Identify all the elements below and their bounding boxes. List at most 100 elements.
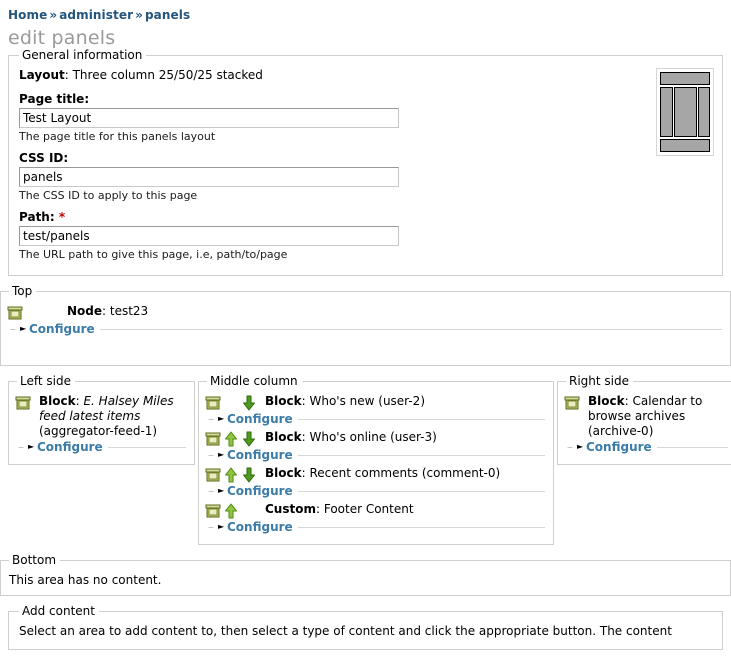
pane-separator: :	[315, 502, 324, 516]
move-down-arrow-icon[interactable]	[241, 431, 259, 447]
pane-separator: :	[301, 430, 310, 444]
trash-icon[interactable]	[205, 503, 223, 519]
css-id-label: CSS ID:	[19, 151, 714, 165]
css-id-label-text: CSS ID:	[19, 151, 69, 165]
layout-label: Layout	[19, 68, 65, 82]
add-content-description: Select an area to add content to, then s…	[19, 624, 672, 638]
pane-icon-group	[7, 304, 61, 321]
path-description: The URL path to give this page, i.e, pat…	[19, 248, 288, 261]
pane-name: E. Halsey Miles feed latest items	[39, 394, 174, 423]
pane-handle-dash: –	[208, 412, 214, 426]
divider	[297, 418, 545, 420]
path-form-item: Path: * The URL path to give this page, …	[19, 210, 714, 261]
three-column-region-row: Left side	[0, 374, 731, 553]
pane-type: Block	[265, 466, 302, 480]
pane-handle-dash: –	[18, 440, 24, 454]
required-marker: *	[58, 210, 66, 224]
divider	[297, 454, 545, 456]
configure-row: – ► Configure	[205, 484, 545, 498]
trash-icon[interactable]	[205, 395, 223, 411]
region-top-legend: Top	[12, 284, 33, 298]
move-up-arrow-icon[interactable]	[223, 431, 241, 447]
thumbnail-middle-region	[673, 87, 697, 137]
pane-icon-group	[205, 430, 259, 447]
css-id-input[interactable]	[19, 167, 399, 187]
trash-icon[interactable]	[564, 395, 582, 411]
left-column-wrapper: Left side	[8, 374, 195, 473]
region-left-legend: Left side	[20, 374, 71, 388]
trash-icon[interactable]	[205, 467, 223, 483]
region-right-fieldset: Right side	[557, 374, 731, 465]
page-title-label: Page title:	[19, 92, 714, 106]
pane-title: Block: Who's new (user-2)	[265, 394, 425, 409]
pane-name: Recent comments (comment-0)	[309, 466, 501, 480]
trash-icon[interactable]	[7, 305, 25, 321]
configure-link[interactable]: Configure	[227, 412, 293, 426]
chevron-right-icon: ►	[218, 414, 225, 423]
move-down-arrow-icon[interactable]	[241, 467, 259, 483]
pane-handle-dash: –	[10, 322, 16, 336]
configure-link[interactable]: Configure	[37, 440, 103, 454]
move-up-arrow-icon[interactable]	[223, 503, 241, 519]
thumbnail-bottom-region	[660, 139, 710, 152]
chevron-right-icon: ►	[577, 442, 584, 451]
region-middle-fieldset: Middle column	[198, 374, 554, 545]
region-bottom-empty-text: This area has no content.	[9, 573, 162, 587]
path-input[interactable]	[19, 226, 399, 246]
region-bottom-fieldset: Bottom This area has no content.	[0, 553, 731, 596]
divider	[297, 490, 545, 492]
move-up-arrow-placeholder	[25, 305, 43, 321]
pane-icon-group	[205, 466, 259, 483]
pane-item: Block: Calendar to browse archives (arch…	[564, 394, 728, 454]
breadcrumb-item-administer[interactable]: administer	[59, 8, 134, 22]
pane-name: test23	[109, 304, 149, 318]
pane-type: Block	[265, 430, 302, 444]
pane-item: Block: Recent comments (comment-0) – ► C…	[205, 466, 545, 498]
page-title-description: The page title for this panels layout	[19, 130, 216, 143]
move-up-arrow-placeholder	[223, 395, 241, 411]
region-right-legend: Right side	[569, 374, 629, 388]
configure-row: – ► Configure	[205, 412, 545, 426]
divider	[99, 328, 722, 330]
breadcrumb-item-home[interactable]: Home	[8, 8, 48, 22]
pane-separator: :	[301, 394, 310, 408]
page-title-input[interactable]	[19, 108, 399, 128]
pane-type: Block	[39, 394, 76, 408]
pane-title: Custom: Footer Content	[265, 502, 414, 517]
pane-type: Block	[265, 394, 302, 408]
move-down-arrow-icon[interactable]	[241, 395, 259, 411]
move-down-arrow-placeholder	[241, 503, 259, 519]
pane-type: Custom	[265, 502, 316, 516]
configure-link[interactable]: Configure	[227, 484, 293, 498]
pane-name-suffix: (aggregator-feed-1)	[39, 424, 158, 438]
pane-icon-group	[15, 394, 33, 411]
chevron-right-icon: ►	[28, 442, 35, 451]
pane-item: Custom: Footer Content – ► Configure	[205, 502, 545, 534]
pane-type: Node	[67, 304, 103, 318]
layout-thumbnail	[656, 68, 714, 156]
configure-row: – ► Configure	[564, 440, 728, 454]
region-top-fieldset: Top Node: test23	[0, 284, 731, 366]
pane-item: Node: test23 – ► Configure	[7, 304, 722, 336]
breadcrumb: Home» administer» panels	[0, 0, 731, 22]
page-title-label-text: Page title:	[19, 92, 90, 106]
move-up-arrow-icon[interactable]	[223, 467, 241, 483]
configure-link[interactable]: Configure	[586, 440, 652, 454]
pane-title: Block: Who's online (user-3)	[265, 430, 437, 445]
pane-separator: :	[75, 394, 84, 408]
thumbnail-left-region	[660, 87, 673, 137]
breadcrumb-item-panels[interactable]: panels	[144, 8, 191, 22]
page-title-form-item: Page title: The page title for this pane…	[19, 92, 714, 143]
pane-handle-dash: –	[208, 448, 214, 462]
trash-icon[interactable]	[205, 431, 223, 447]
general-information-fieldset: General information Layout: Three column…	[8, 48, 723, 276]
breadcrumb-separator: »	[135, 8, 143, 22]
right-column-wrapper: Right side	[557, 374, 731, 473]
move-down-arrow-placeholder	[43, 305, 61, 321]
region-left-fieldset: Left side	[8, 374, 195, 465]
trash-icon[interactable]	[15, 395, 33, 411]
configure-link[interactable]: Configure	[227, 448, 293, 462]
chevron-right-icon: ►	[20, 324, 27, 333]
configure-link[interactable]: Configure	[29, 322, 95, 336]
configure-link[interactable]: Configure	[227, 520, 293, 534]
